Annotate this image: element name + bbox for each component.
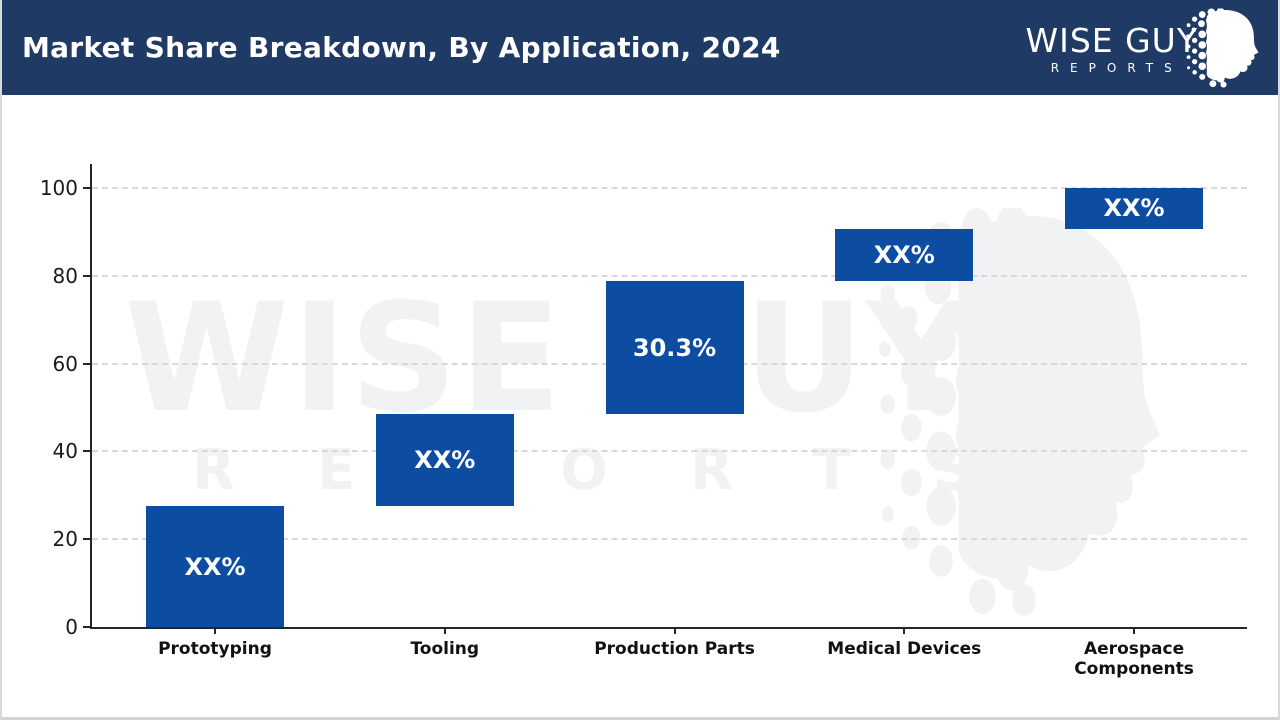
page-title: Market Share Breakdown, By Application, … — [22, 31, 781, 64]
y-axis-tick — [83, 626, 90, 628]
x-axis-tick — [1133, 627, 1136, 634]
y-axis-tick-label: 60 — [52, 351, 78, 376]
x-axis-tick — [214, 627, 216, 634]
y-axis-tick-label: 20 — [52, 527, 78, 552]
bar-value-label: XX% — [1103, 194, 1165, 223]
y-axis-tick-label: 80 — [52, 263, 78, 288]
bar-tooling: XX% — [375, 414, 514, 507]
logo-text: WISE GUY REPORTS — [1025, 21, 1198, 75]
y-axis-tick-label: 100 — [39, 176, 78, 201]
wiseguy-face-icon — [1184, 8, 1260, 88]
header: Market Share Breakdown, By Application, … — [2, 0, 1278, 95]
x-axis-category-label: Prototyping — [158, 639, 272, 659]
x-axis-category-label: Tooling — [410, 639, 480, 659]
gridline — [92, 274, 1247, 277]
x-axis-category-label: Medical Devices — [827, 639, 982, 659]
bar-value-label: XX% — [873, 240, 935, 269]
y-axis-tick — [83, 450, 90, 453]
bar-value-label: 30.3% — [632, 333, 717, 362]
y-axis-tick — [83, 362, 90, 365]
bar-prototyping: XX% — [145, 506, 284, 627]
gridline — [92, 450, 1247, 453]
gridline — [92, 538, 1247, 541]
wiseguy-logo: WISE GUY REPORTS — [1025, 8, 1260, 88]
x-axis-category-label: Production Parts — [594, 639, 755, 659]
logo-tagline: REPORTS — [1050, 60, 1183, 75]
watermark-reports-text: REPORTS — [192, 438, 1056, 503]
y-axis-tick — [83, 538, 90, 541]
y-axis-tick — [83, 274, 90, 277]
gridline — [92, 187, 1247, 190]
x-axis-tick — [443, 627, 446, 634]
bar-medical-devices: XX% — [835, 228, 974, 282]
x-axis-tick — [903, 627, 906, 634]
y-axis-tick — [83, 187, 90, 190]
logo-name: WISE GUY — [1025, 20, 1198, 60]
watermark-wiseguy-text: WISE GUY — [124, 272, 978, 446]
bar-production-parts: 30.3% — [605, 281, 744, 415]
x-axis-tick — [673, 627, 676, 634]
bar-aerospace-components: XX% — [1065, 188, 1204, 229]
plot-area: 0 20 40 60 80 100 XX% Prototyping XX% Tooling 30.3… — [40, 164, 1247, 679]
bar-value-label: XX% — [184, 552, 246, 581]
y-axis-tick-label: 40 — [52, 439, 78, 464]
x-axis-category-label: Aerospace Components — [1074, 639, 1194, 679]
bar-value-label: XX% — [414, 446, 476, 475]
y-axis-tick-label: 0 — [65, 615, 78, 639]
